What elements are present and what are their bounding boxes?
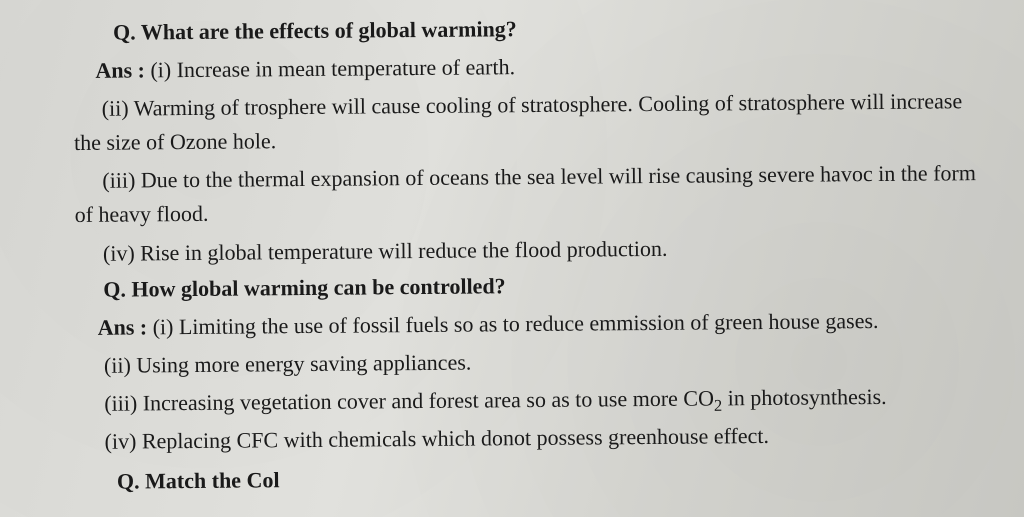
q2-prefix: Q. bbox=[103, 276, 126, 301]
q1-iii-text: (iii) Due to the thermal expansion of oc… bbox=[75, 161, 976, 228]
q2-answer-iv: (iv) Replacing CFC with chemicals which … bbox=[76, 417, 995, 459]
q2-iii-text-b: in photosynthesis. bbox=[722, 384, 887, 410]
q1-i-text: (i) Increase in mean temperature of eart… bbox=[150, 54, 515, 82]
question-2: Q. How global warming can be controlled? bbox=[75, 265, 994, 307]
q2-iv-text: (iv) Replacing CFC with chemicals which … bbox=[105, 423, 770, 454]
q2-answer-iii: (iii) Increasing vegetation cover and fo… bbox=[76, 379, 995, 421]
page-content: Q. What are the effects of global warmin… bbox=[73, 8, 996, 499]
question-1: Q. What are the effects of global warmin… bbox=[73, 8, 992, 50]
q1-answer-iii: (iii) Due to the thermal expansion of oc… bbox=[74, 156, 994, 232]
cutoff-prefix: Q. bbox=[117, 469, 140, 494]
q2-i-text: (i) Limiting the use of fossil fuels so … bbox=[153, 308, 879, 339]
q1-ans-prefix: Ans : bbox=[95, 57, 145, 82]
q2-ii-text: (ii) Using more energy saving appliances… bbox=[104, 349, 472, 377]
q2-iii-subscript: 2 bbox=[714, 396, 722, 415]
q1-text: What are the effects of global warming? bbox=[141, 16, 517, 44]
q2-iii-text-a: (iii) Increasing vegetation cover and fo… bbox=[104, 385, 714, 415]
q1-prefix: Q. bbox=[113, 19, 136, 44]
cutoff-text: Match the Col bbox=[145, 467, 280, 493]
q1-answer-ii: (ii) Warming of trosphere will cause coo… bbox=[74, 84, 994, 160]
q1-answer-i: Ans : (i) Increase in mean temperature o… bbox=[73, 46, 992, 88]
q1-iv-text: (iv) Rise in global temperature will red… bbox=[103, 235, 668, 265]
cutoff-question: Q. Match the Col bbox=[77, 457, 996, 499]
q2-answer-ii: (ii) Using more energy saving appliances… bbox=[76, 341, 995, 383]
q2-text: How global warming can be controlled? bbox=[131, 273, 505, 301]
q1-ii-text: (ii) Warming of trosphere will cause coo… bbox=[74, 88, 962, 155]
q2-answer-i: Ans : (i) Limiting the use of fossil fue… bbox=[75, 303, 994, 345]
q2-ans-prefix: Ans : bbox=[98, 314, 148, 339]
q1-answer-iv: (iv) Rise in global temperature will red… bbox=[75, 229, 994, 271]
